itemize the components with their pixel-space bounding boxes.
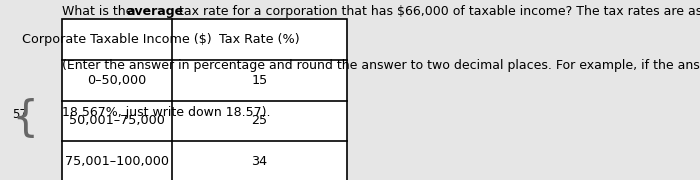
Text: 18.567%, just write down 18.57).: 18.567%, just write down 18.57).	[62, 106, 270, 119]
Text: 34: 34	[251, 156, 267, 168]
Text: tax rate for a corporation that has $66,000 of taxable income? The tax rates are: tax rate for a corporation that has $66,…	[175, 5, 700, 18]
Text: (Enter the answer in percentage and round the answer to two decimal places. For : (Enter the answer in percentage and roun…	[62, 59, 700, 72]
Text: 75,001–100,000: 75,001–100,000	[65, 156, 169, 168]
Text: 15: 15	[251, 73, 267, 87]
Text: What is the: What is the	[62, 5, 137, 18]
Text: Tax Rate (%): Tax Rate (%)	[219, 33, 300, 46]
Text: Corporate Taxable Income ($): Corporate Taxable Income ($)	[22, 33, 211, 46]
Text: 25: 25	[251, 114, 267, 127]
Text: }: }	[2, 94, 29, 136]
Text: average: average	[127, 5, 183, 18]
Text: 57: 57	[13, 108, 27, 121]
Text: 0–50,000: 0–50,000	[88, 73, 146, 87]
Text: 50,001–75,000: 50,001–75,000	[69, 114, 164, 127]
